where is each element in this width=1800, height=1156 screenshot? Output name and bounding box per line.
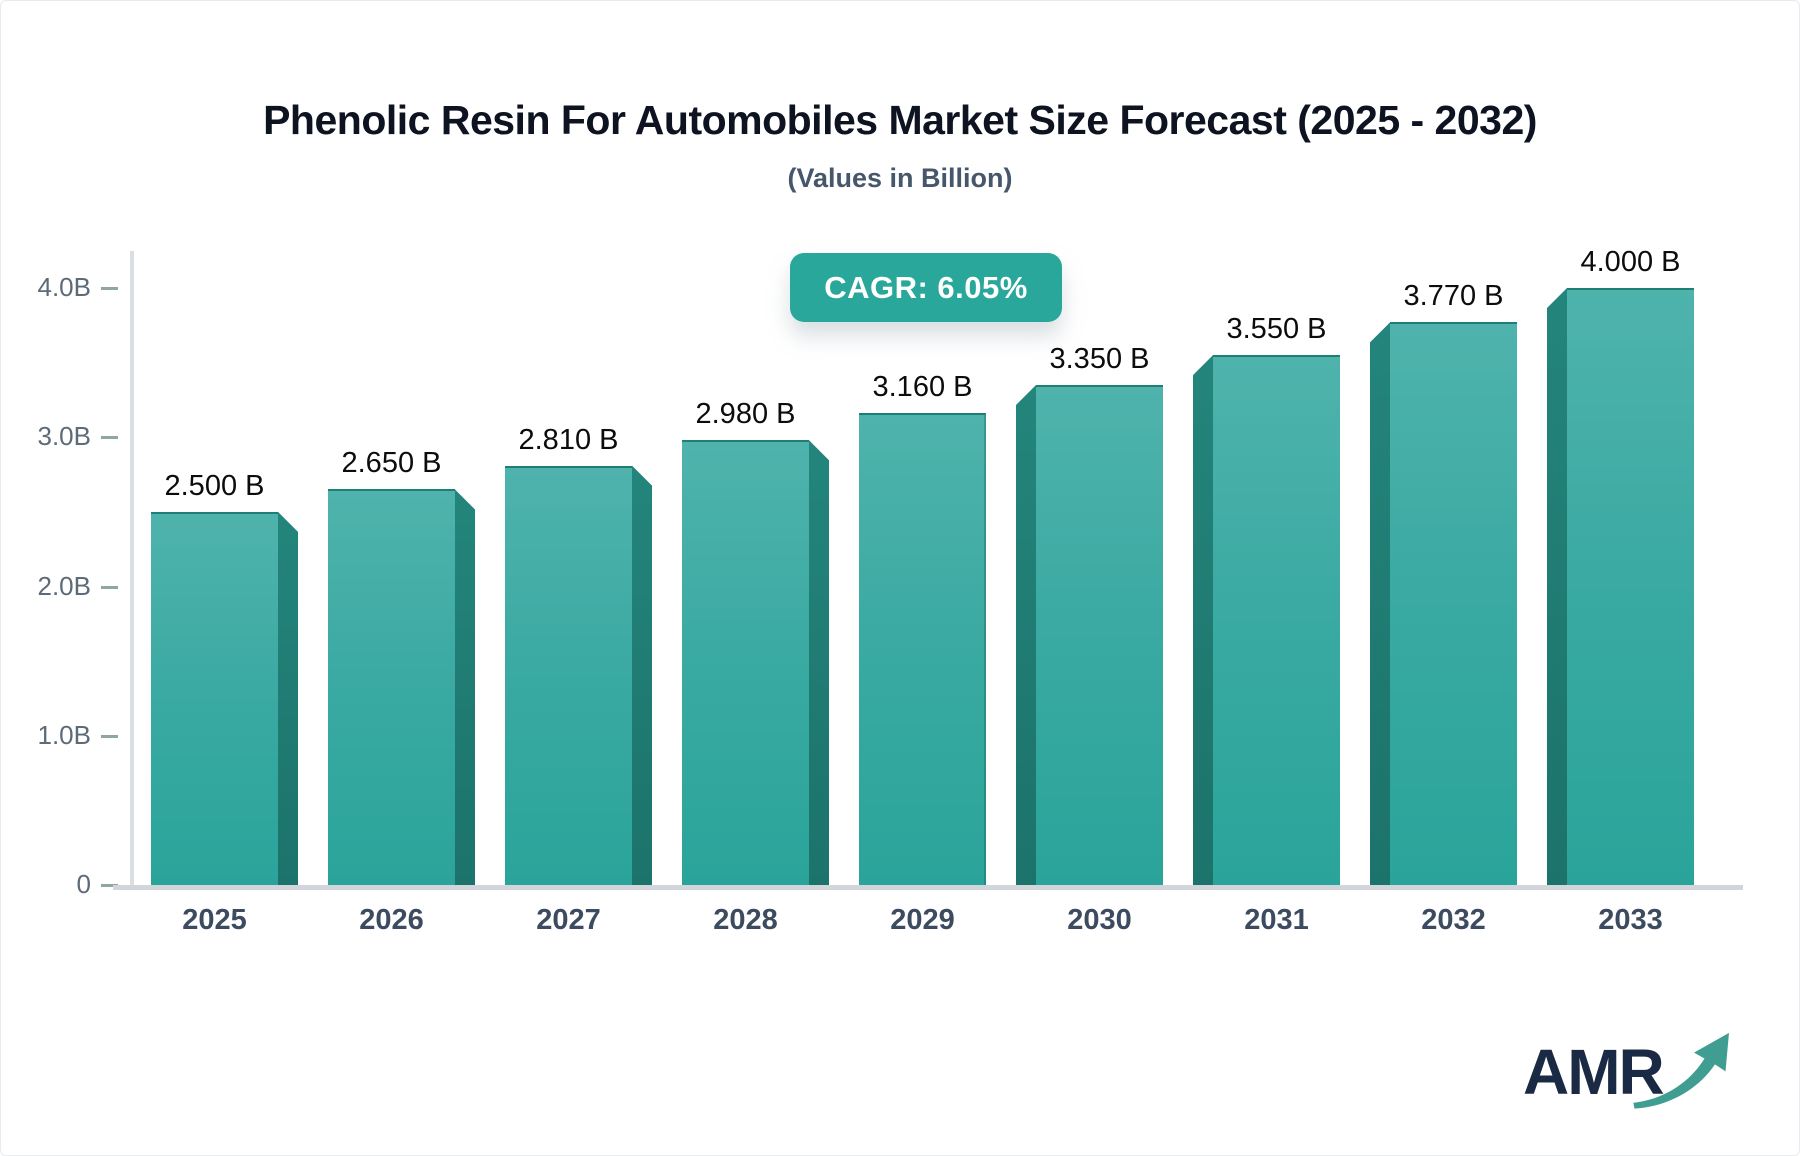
bar-2029 bbox=[859, 413, 986, 885]
bar-value-label: 3.350 B bbox=[1049, 343, 1150, 375]
x-tick-label-2027: 2027 bbox=[536, 904, 601, 936]
bar-3d-side bbox=[632, 465, 652, 885]
bar-value-label: 3.160 B bbox=[872, 371, 973, 404]
bar-3d-side bbox=[1193, 355, 1213, 885]
bar-value-label: 2.650 B bbox=[341, 447, 442, 480]
bar-value-label: 2.810 B bbox=[518, 423, 619, 456]
growth-arrow-icon bbox=[1633, 1032, 1729, 1109]
y-tick-mark bbox=[101, 585, 118, 589]
y-tick-mark bbox=[101, 436, 118, 440]
y-tick-mark bbox=[101, 734, 118, 738]
bar-3d-side bbox=[809, 440, 829, 885]
bar-2027 bbox=[505, 465, 632, 885]
bar-2028 bbox=[682, 440, 809, 885]
x-tick-label-2032: 2032 bbox=[1421, 904, 1486, 936]
x-tick-label-2028: 2028 bbox=[713, 904, 778, 936]
x-tick-label-2025: 2025 bbox=[182, 904, 247, 936]
bar-value-label: 4.000 B bbox=[1580, 246, 1681, 278]
y-axis-line bbox=[130, 251, 134, 890]
y-tick-mark bbox=[101, 287, 118, 290]
chart-subtitle: (Values in Billion) bbox=[787, 163, 1013, 193]
y-tick-label: 2.0B bbox=[37, 570, 92, 601]
bar-3d-side bbox=[1370, 322, 1390, 885]
bar-2025 bbox=[151, 511, 278, 885]
x-tick-label-2029: 2029 bbox=[890, 904, 955, 936]
bar-value-label: 2.980 B bbox=[695, 398, 796, 431]
bar-3d-side bbox=[455, 489, 475, 885]
y-tick-mark bbox=[101, 884, 118, 887]
amr-logo-text: AMR bbox=[1523, 1036, 1665, 1108]
y-tick-label: 4.0B bbox=[37, 272, 92, 302]
amr-logo: AMR bbox=[1523, 1027, 1743, 1122]
bar-2026 bbox=[328, 489, 455, 885]
bar-value-label: 2.500 B bbox=[164, 469, 265, 502]
y-tick-label: 3.0B bbox=[37, 421, 92, 452]
y-tick-label: 1.0B bbox=[37, 719, 92, 750]
x-tick-label-2026: 2026 bbox=[359, 904, 424, 936]
bar-value-label: 3.770 B bbox=[1403, 280, 1504, 313]
bar-3d-side bbox=[1016, 385, 1036, 885]
bar-2030 bbox=[1036, 385, 1163, 885]
cagr-badge: CAGR: 6.05% bbox=[790, 253, 1062, 322]
bar-3d-side bbox=[278, 511, 298, 885]
chart-title: Phenolic Resin For Automobiles Market Si… bbox=[263, 97, 1537, 143]
bar-3d-side bbox=[1547, 288, 1567, 885]
bar-2031 bbox=[1213, 355, 1340, 885]
bar-value-label: 3.550 B bbox=[1226, 313, 1327, 346]
bar-2032 bbox=[1390, 322, 1517, 885]
y-tick-label: 0 bbox=[76, 869, 91, 899]
x-tick-label-2031: 2031 bbox=[1244, 904, 1309, 936]
bar-2033 bbox=[1567, 288, 1694, 885]
x-axis-line bbox=[113, 885, 1743, 890]
x-tick-label-2033: 2033 bbox=[1598, 904, 1663, 936]
x-tick-label-2030: 2030 bbox=[1067, 904, 1132, 936]
